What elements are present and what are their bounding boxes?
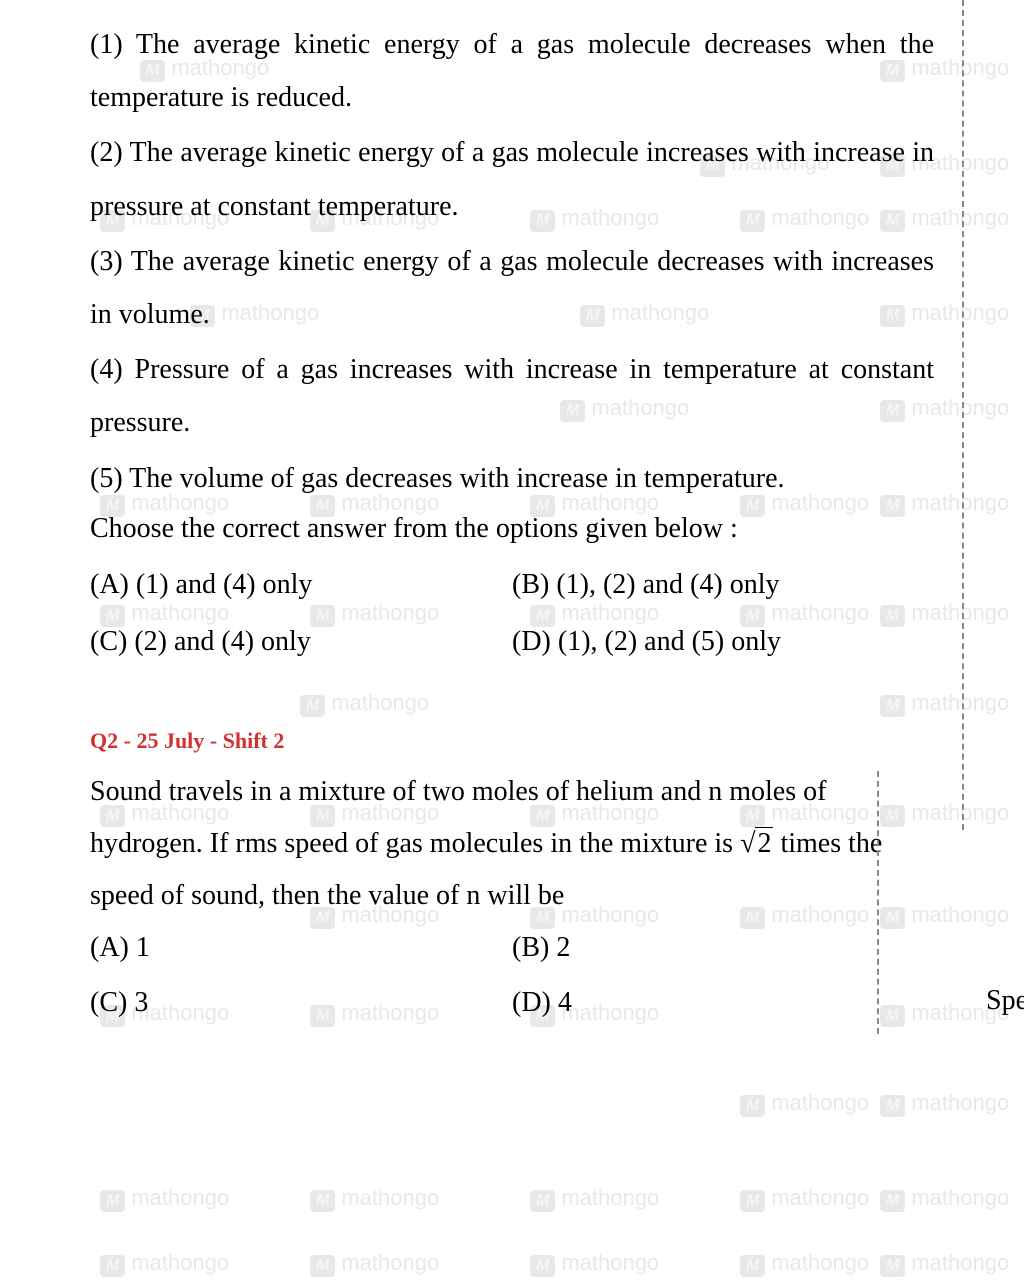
q2-option-a: (A) 1 (90, 922, 512, 974)
watermark-text: Mmathongo (880, 1185, 1009, 1212)
watermark-text: Mmathongo (100, 1185, 229, 1212)
watermark-text: Mmathongo (880, 1090, 1009, 1117)
sqrt-symbol: 2 (740, 818, 773, 870)
options-row-1: (A) (1) and (4) only (B) (1), (2) and (4… (90, 558, 934, 611)
question-1-prompt: Choose the correct answer from the optio… (90, 509, 934, 548)
watermark-text: Mmathongo (100, 1250, 229, 1277)
option-a: (A) (1) and (4) only (90, 558, 512, 611)
option-c: (C) (2) and (4) only (90, 615, 512, 668)
sqrt-value: 2 (755, 827, 773, 859)
statement-1: (1) The average kinetic energy of a gas … (90, 18, 934, 124)
q2-option-c: (C) 3 (90, 977, 512, 1029)
option-b: (B) (1), (2) and (4) only (512, 558, 934, 611)
statement-3: (3) The average kinetic energy of a gas … (90, 235, 934, 341)
question-2-text: Sound travels in a mixture of two moles … (90, 766, 934, 921)
vertical-divider-2 (877, 771, 879, 1034)
content-area: (1) The average kinetic energy of a gas … (0, 0, 1024, 1053)
watermark-text: Mmathongo (530, 1185, 659, 1212)
watermark-text: Mmathongo (310, 1250, 439, 1277)
vertical-divider-1 (962, 0, 964, 830)
statement-2: (2) The average kinetic energy of a gas … (90, 126, 934, 232)
q2-option-b: (B) 2 (512, 922, 934, 974)
statement-5: (5) The volume of gas decreases with inc… (90, 452, 934, 505)
watermark-text: Mmathongo (740, 1090, 869, 1117)
option-d: (D) (1), (2) and (5) only (512, 615, 934, 668)
question-2-header: Q2 - 25 July - Shift 2 (90, 728, 934, 754)
watermark-text: Mmathongo (880, 1250, 1009, 1277)
q2-text-part1: Sound travels in a mixture of two moles … (90, 776, 826, 859)
watermark-text: Mmathongo (740, 1185, 869, 1212)
options-row-2: (C) (2) and (4) only (D) (1), (2) and (5… (90, 615, 934, 668)
watermark-text: Mmathongo (740, 1250, 869, 1277)
q2-options-row-2: (C) 3 (D) 4 (90, 977, 934, 1029)
watermark-text: Mmathongo (530, 1250, 659, 1277)
q2-option-d: (D) 4 (512, 977, 934, 1029)
q2-options-row-1: (A) 1 (B) 2 (90, 922, 934, 974)
watermark-text: Mmathongo (310, 1185, 439, 1212)
question-2-block: Sound travels in a mixture of two moles … (90, 766, 934, 1029)
question-1-block: (1) The average kinetic energy of a gas … (90, 18, 934, 668)
statement-4: (4) Pressure of a gas increases with inc… (90, 343, 934, 449)
